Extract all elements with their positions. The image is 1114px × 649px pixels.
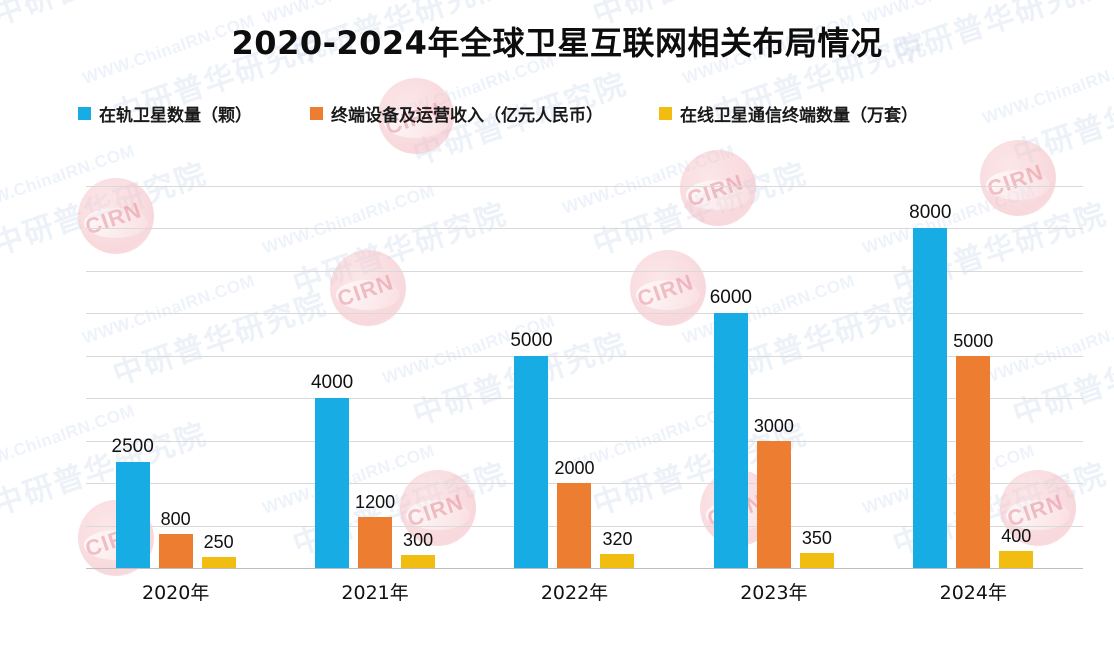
bar-value-label: 5000	[510, 329, 553, 351]
x-axis: 2020年 2021年 2022年 2023年 2024年	[86, 578, 1083, 612]
bar-group: 8000 5000 400	[884, 186, 1083, 568]
bar-group: 5000 2000 320	[485, 186, 684, 568]
bar-value-label: 1200	[355, 492, 396, 513]
chart-legend: 在轨卫星数量（颗） 终端设备及运营收入（亿元人民币） 在线卫星通信终端数量（万套…	[78, 100, 1068, 126]
bar-series-1[interactable]: 2000	[554, 458, 595, 568]
legend-label-series-2: 在线卫星通信终端数量（万套）	[680, 105, 918, 126]
gridline	[86, 568, 1083, 569]
bar-series-1[interactable]: 5000	[953, 331, 993, 568]
legend-swatch-icon-series-1	[310, 106, 323, 120]
bar-series-0[interactable]: 4000	[311, 372, 353, 568]
gridline	[86, 441, 1083, 442]
bar-group: 4000 1200 300	[285, 186, 484, 568]
gridline	[86, 186, 1083, 187]
bar-value-label: 2500	[111, 435, 154, 457]
legend-item-series-2[interactable]: 在线卫星通信终端数量（万套）	[659, 101, 918, 126]
x-axis-tick-label: 2021年	[341, 582, 409, 604]
x-axis-tick-label: 2023年	[740, 582, 808, 604]
y-axis: 0100020003000400050006000700080009000	[86, 186, 1083, 568]
bar-series-2[interactable]: 250	[201, 532, 236, 568]
x-axis-tick-label: 2024年	[939, 582, 1007, 604]
bar-value-label: 320	[602, 529, 633, 550]
chart-title: 2020-2024年全球卫星互联网相关布局情况	[231, 24, 883, 62]
bar-series-2[interactable]: 320	[600, 529, 635, 568]
bar-value-label: 6000	[709, 287, 753, 309]
bar-value-label: 800	[160, 509, 191, 530]
bar-value-label: 8000	[909, 202, 952, 224]
bar-value-label: 2000	[554, 458, 595, 479]
x-axis-tick-label: 2020年	[142, 582, 210, 604]
gridline	[86, 271, 1083, 272]
bar-value-label: 4000	[310, 372, 354, 394]
gridline	[86, 398, 1083, 399]
legend-swatch-icon-series-2	[659, 106, 672, 120]
bar-series-2[interactable]: 350	[799, 528, 834, 568]
bar-series-0[interactable]: 5000	[510, 330, 553, 568]
bar-value-label: 5000	[953, 330, 994, 351]
plot-area: 2500 800 250 4000 1200 300 5000 2000 320 6000 3000…	[86, 186, 1083, 569]
bar-value-label: 350	[801, 528, 832, 549]
legend-item-series-0[interactable]: 在轨卫星数量（颗）	[78, 101, 252, 126]
bar-series-1[interactable]: 1200	[355, 492, 395, 568]
gridline	[86, 228, 1083, 229]
legend-swatch-icon-series-0	[78, 106, 91, 120]
gridline	[86, 313, 1083, 314]
legend-label-series-0: 在轨卫星数量（颗）	[99, 105, 252, 126]
gridline	[86, 356, 1083, 357]
bar-value-label: 250	[203, 532, 234, 553]
legend-item-series-1[interactable]: 终端设备及运营收入（亿元人民币）	[310, 101, 603, 126]
legend-label-series-1: 终端设备及运营收入（亿元人民币）	[331, 105, 603, 126]
x-axis-tick-label: 2022年	[540, 582, 609, 604]
bar-series-0[interactable]: 8000	[909, 202, 951, 568]
bar-series-1[interactable]: 800	[158, 509, 193, 568]
bar-value-label: 3000	[753, 415, 794, 436]
